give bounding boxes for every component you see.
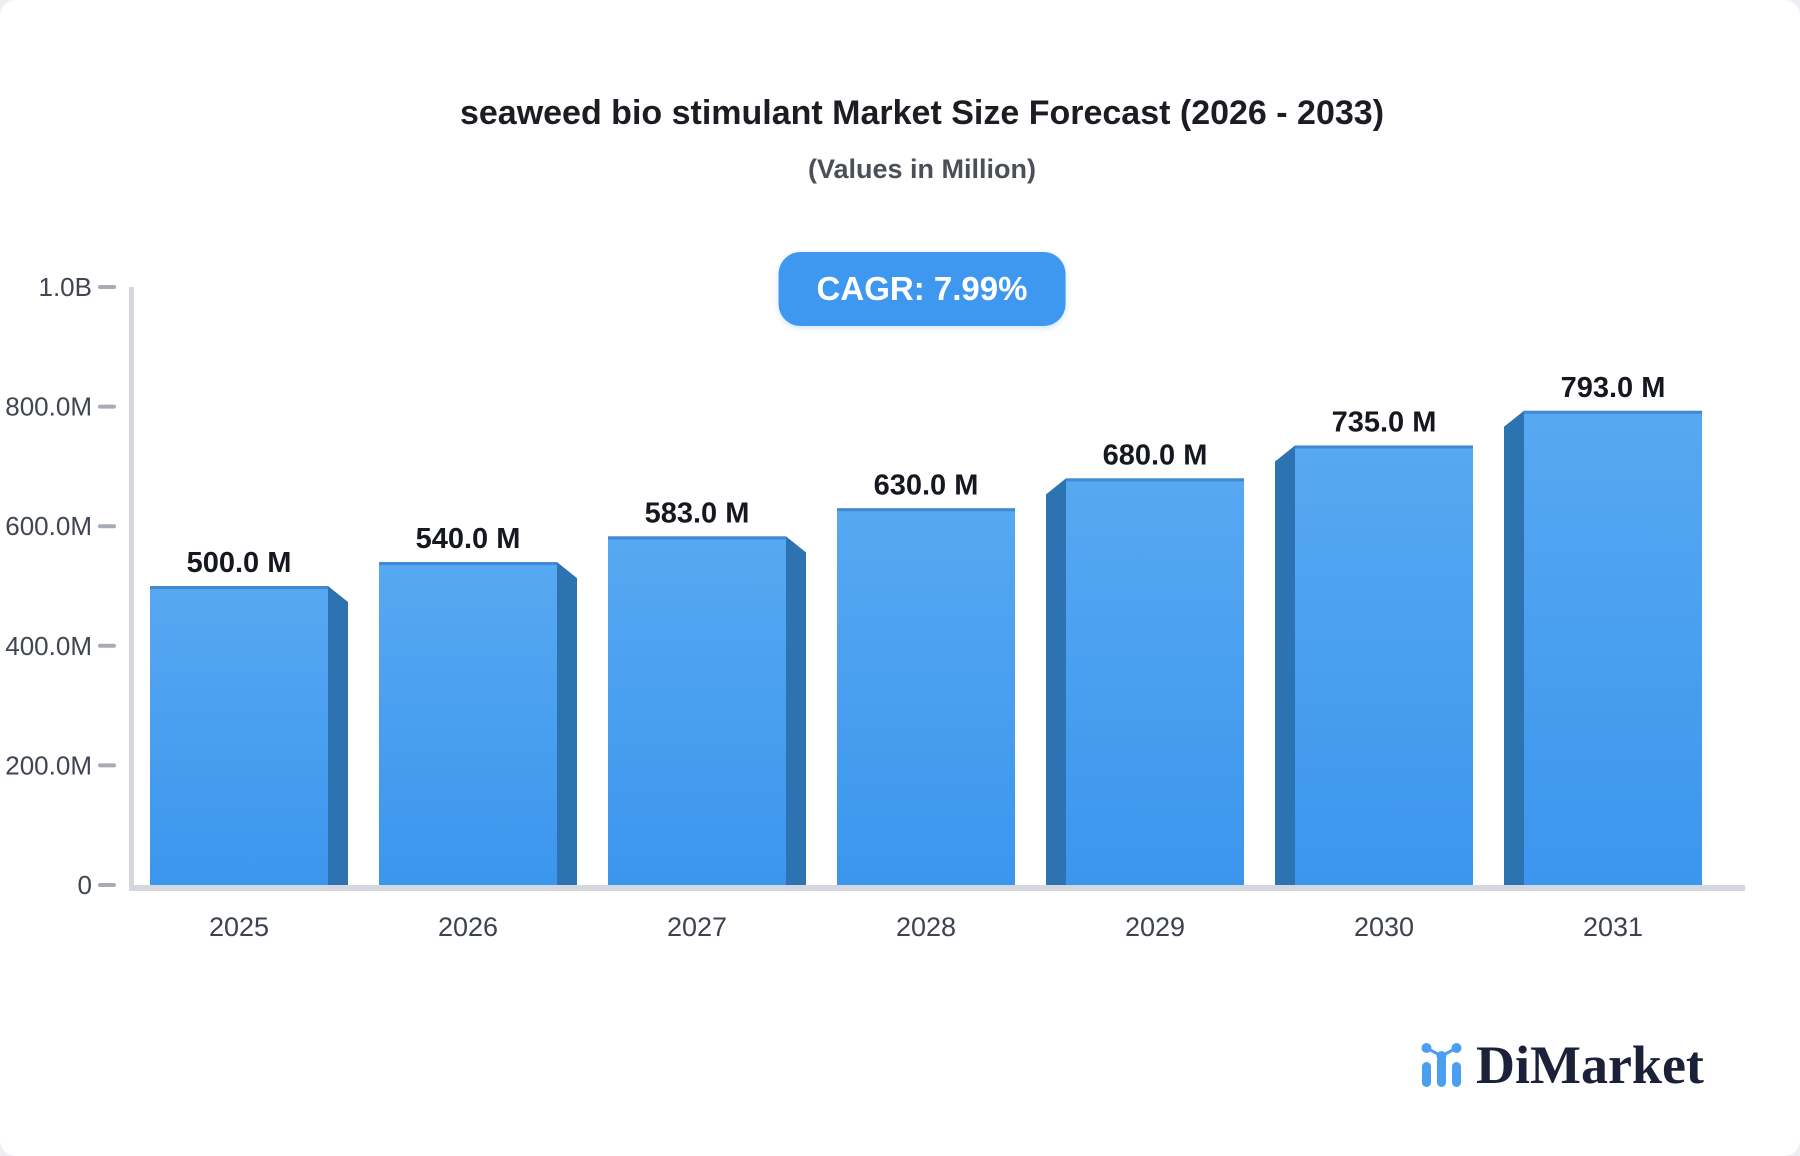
bar-side-panel xyxy=(786,536,806,885)
chart-subtitle: (Values in Million) xyxy=(807,154,1037,184)
x-axis-label: 2027 xyxy=(667,912,727,942)
x-axis-label: 2026 xyxy=(438,912,498,942)
cagr-badge: CAGR: 7.99% xyxy=(778,252,1066,326)
bar-value-label: 540.0 M xyxy=(416,523,521,555)
y-tick xyxy=(98,643,116,648)
x-axis-label: 2029 xyxy=(1125,912,1185,942)
bar-side-panel xyxy=(557,562,577,885)
bar-top-edge xyxy=(379,562,557,566)
bar-line-chart-icon xyxy=(1421,1043,1462,1087)
y-tick xyxy=(98,285,116,289)
bar-side-panel xyxy=(1504,410,1524,885)
y-axis-label: 200.0M xyxy=(5,750,92,780)
bar-2028[interactable] xyxy=(837,508,1015,885)
y-axis-label: 1.0B xyxy=(39,272,93,302)
bar-side-panel xyxy=(328,586,348,885)
x-baseline xyxy=(129,885,1745,891)
bar-top-edge xyxy=(1066,478,1244,482)
y-axis-label: 0 xyxy=(78,870,92,900)
y-axis-label: 600.0M xyxy=(5,511,92,541)
bar-top-edge xyxy=(837,508,1015,512)
x-axis-label: 2031 xyxy=(1583,912,1643,942)
bar-value-label: 583.0 M xyxy=(645,497,750,529)
x-axis-label: 2025 xyxy=(209,912,269,942)
bar-top-edge xyxy=(1524,410,1702,414)
bar-value-label: 680.0 M xyxy=(1103,439,1208,471)
y-tick xyxy=(98,404,116,409)
bar-side-panel xyxy=(1046,478,1066,885)
y-tick xyxy=(98,524,116,529)
bar-top-edge xyxy=(1295,445,1473,449)
y-axis-line xyxy=(129,287,134,891)
brand-logo[interactable]: DiMarket xyxy=(1420,1034,1704,1095)
bar-2029[interactable] xyxy=(1066,478,1244,885)
bar-top-edge xyxy=(608,536,786,540)
y-tick xyxy=(98,883,116,887)
bar-top-edge xyxy=(150,586,328,589)
chart-title: seaweed bio stimulant Market Size Foreca… xyxy=(459,94,1385,132)
bar-2025[interactable] xyxy=(150,586,328,885)
bar-value-label: 793.0 M xyxy=(1561,372,1666,404)
bar-value-label: 500.0 M xyxy=(187,547,292,579)
bar-value-label: 630.0 M xyxy=(874,469,979,501)
y-tick xyxy=(98,763,116,768)
bar-side-panel xyxy=(1275,445,1295,885)
y-axis-label: 400.0M xyxy=(5,631,92,661)
bar-value-label: 735.0 M xyxy=(1332,406,1437,438)
brand-logo-text: DiMarket xyxy=(1476,1034,1704,1095)
bar-2030[interactable] xyxy=(1295,445,1473,885)
x-axis-label: 2030 xyxy=(1354,912,1414,942)
bar-2031[interactable] xyxy=(1524,410,1702,885)
y-axis-label: 800.0M xyxy=(5,392,92,422)
bar-2026[interactable] xyxy=(379,562,557,885)
x-axis-label: 2028 xyxy=(896,912,956,942)
bar-2027[interactable] xyxy=(608,536,786,885)
